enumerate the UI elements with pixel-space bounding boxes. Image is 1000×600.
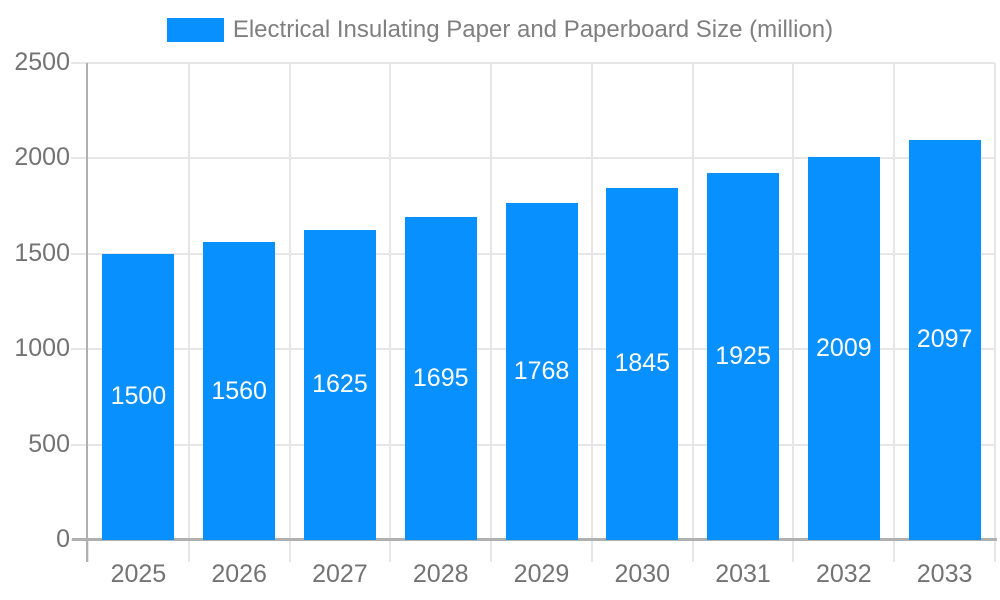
y-tick-label: 0 xyxy=(56,524,70,553)
x-tick-label: 2028 xyxy=(412,560,469,588)
x-tick-mark xyxy=(187,541,190,562)
y-tick-mark xyxy=(71,62,88,64)
x-gridline xyxy=(187,63,190,540)
x-gridline xyxy=(893,63,896,540)
y-tick-mark xyxy=(71,252,88,255)
chart-legend-item[interactable]: Electrical Insulating Paper and Paperboa… xyxy=(0,17,1000,43)
x-gridline xyxy=(490,63,493,540)
x-tick-label: 2025 xyxy=(110,560,167,588)
bar-2027[interactable]: 1625 xyxy=(303,229,376,540)
bar-2029[interactable]: 1768 xyxy=(505,202,578,540)
bar-value-label: 1768 xyxy=(513,356,570,385)
x-tick-label: 2027 xyxy=(312,560,368,588)
bar-value-label: 1625 xyxy=(312,370,368,399)
y-tick-mark xyxy=(71,348,88,351)
x-tick-mark xyxy=(590,541,593,562)
x-tick-mark xyxy=(389,541,392,562)
bar-2028[interactable]: 1695 xyxy=(404,216,477,540)
bar-value-label: 2009 xyxy=(816,333,872,362)
x-gridline xyxy=(590,63,593,540)
y-gridline xyxy=(88,157,995,160)
x-tick-mark xyxy=(893,541,896,562)
y-tick-label: 1000 xyxy=(14,334,70,363)
y-tick-mark xyxy=(71,157,88,160)
y-tick-label: 1500 xyxy=(14,238,70,267)
y-tick-mark xyxy=(71,443,88,446)
bar-2025[interactable]: 1500 xyxy=(102,253,175,540)
legend-swatch-icon xyxy=(166,18,224,42)
x-tick-label: 2032 xyxy=(816,560,872,588)
x-tick-mark xyxy=(288,541,291,562)
x-tick-label: 2030 xyxy=(614,560,671,588)
bar-value-label: 1845 xyxy=(614,349,671,378)
bar-2026[interactable]: 1560 xyxy=(203,242,276,540)
y-tick-label: 500 xyxy=(28,429,70,458)
x-tick-label: 2029 xyxy=(513,560,570,588)
x-tick-label: 2026 xyxy=(211,560,267,588)
bar-value-label: 1695 xyxy=(412,363,469,392)
bar-2033[interactable]: 2097 xyxy=(908,139,981,540)
y-tick-label: 2000 xyxy=(14,143,70,172)
x-tick-mark xyxy=(490,541,493,562)
legend-label: Electrical Insulating Paper and Paperboa… xyxy=(232,16,834,43)
bar-2030[interactable]: 1845 xyxy=(606,187,679,540)
y-axis-line xyxy=(86,63,88,562)
x-tick-mark xyxy=(691,541,694,562)
bar-2031[interactable]: 1925 xyxy=(707,172,780,540)
x-gridline xyxy=(288,63,291,540)
x-tick-label: 2033 xyxy=(916,560,973,588)
x-gridline xyxy=(691,63,694,540)
x-gridline xyxy=(792,63,795,540)
bar-value-label: 1560 xyxy=(211,376,267,405)
x-tick-mark xyxy=(792,541,795,562)
bar-value-label: 1925 xyxy=(715,341,771,370)
y-tick-label: 2500 xyxy=(14,47,70,76)
bar-value-label: 1500 xyxy=(110,382,167,411)
x-tick-label: 2031 xyxy=(715,560,771,588)
y-gridline xyxy=(88,62,995,64)
bar-2032[interactable]: 2009 xyxy=(807,156,880,540)
x-gridline xyxy=(994,63,996,540)
bar-value-label: 2097 xyxy=(916,325,973,354)
x-gridline xyxy=(389,63,392,540)
x-tick-mark xyxy=(994,541,996,562)
x-tick-mark xyxy=(87,541,89,562)
